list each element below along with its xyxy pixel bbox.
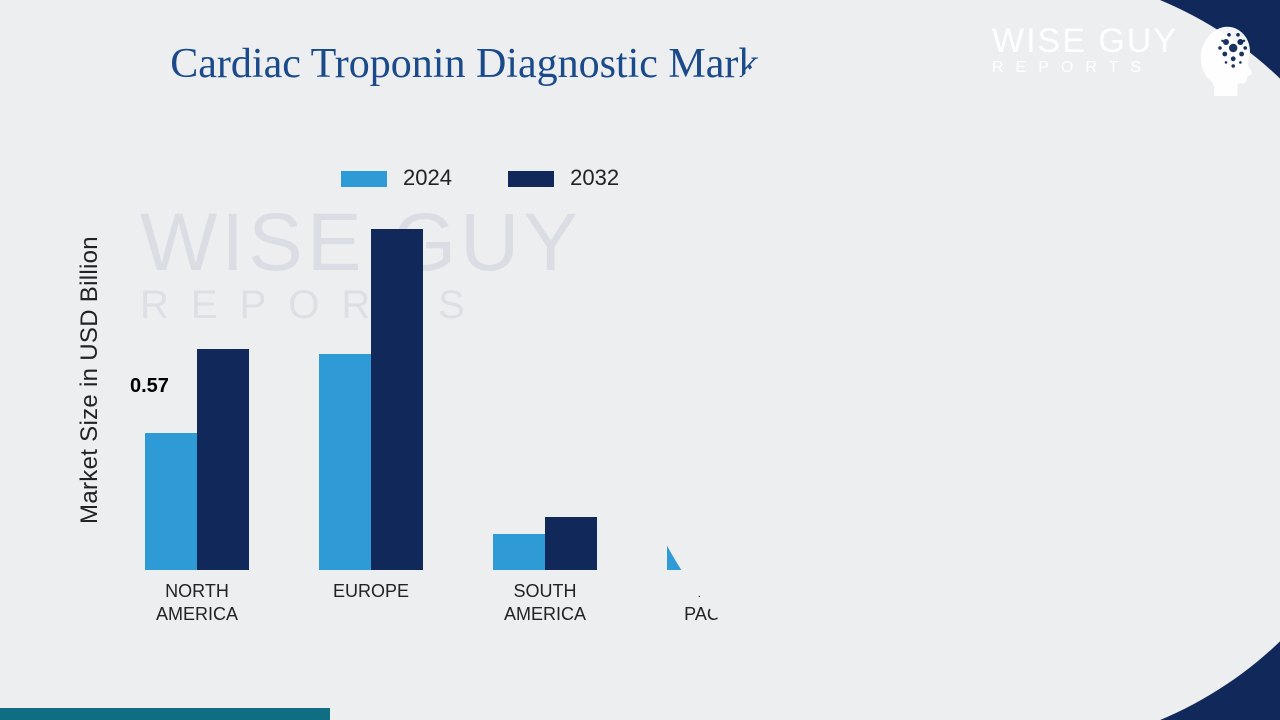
bottom-accent-bar [0,708,330,720]
y-axis-label: Market Size in USD Billion [76,200,104,560]
legend-item-2024: 2024 [341,165,452,191]
legend-swatch-2032 [508,171,554,187]
bar-group [493,517,597,570]
bar-2032 [371,229,423,570]
legend-swatch-2024 [341,171,387,187]
legend-label-2024: 2024 [403,165,452,190]
x-label: NORTH AMERICA [132,580,262,670]
legend-label-2032: 2032 [570,165,619,190]
bar-2024 [319,354,371,570]
data-label: 0.57 [130,375,169,398]
arc-mask [620,0,1280,720]
x-label: EUROPE [306,580,436,670]
bar-2024 [493,534,545,570]
bar-2032 [197,349,249,570]
stage: { "title":"Cardiac Troponin Diagnostic M… [0,0,1280,720]
bar-2024 [145,433,197,570]
legend-item-2032: 2032 [508,165,619,191]
bar-2032 [545,517,597,570]
x-label: SOUTH AMERICA [480,580,610,670]
bar-group [319,229,423,570]
